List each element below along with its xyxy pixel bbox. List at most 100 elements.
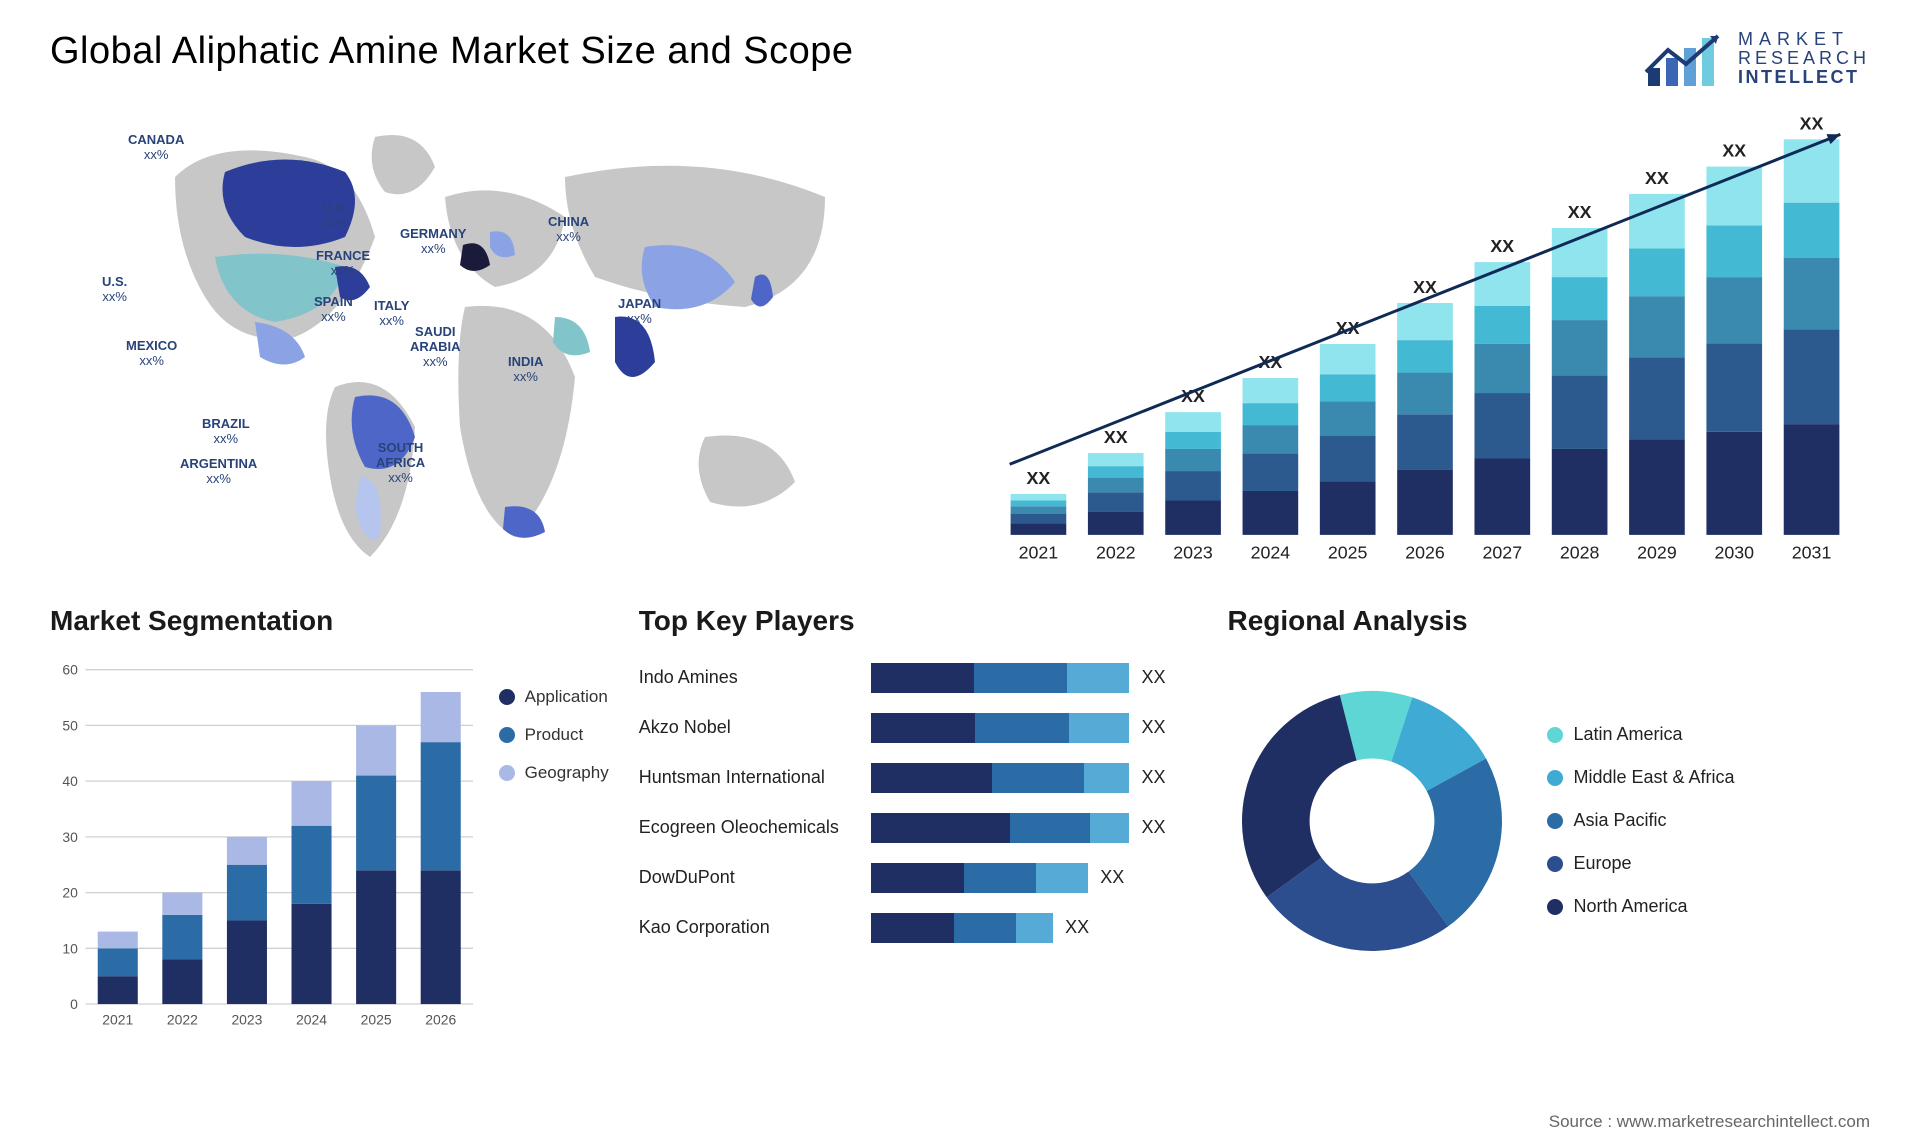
key-player-bar xyxy=(871,763,1130,793)
legend-item: Product xyxy=(499,725,609,745)
svg-text:XX: XX xyxy=(1645,168,1669,188)
legend-item: Latin America xyxy=(1547,724,1734,745)
legend-dot-icon xyxy=(1547,727,1563,743)
key-player-bar-segment xyxy=(1010,813,1090,843)
svg-text:2029: 2029 xyxy=(1637,542,1677,562)
svg-text:2022: 2022 xyxy=(1096,542,1136,562)
legend-label: Latin America xyxy=(1573,724,1682,745)
key-player-row: Indo AminesXX xyxy=(639,657,1178,699)
regional-legend: Latin America Middle East & Africa Asia Pa… xyxy=(1547,724,1734,917)
legend-item: Middle East & Africa xyxy=(1547,767,1734,788)
key-player-value: XX xyxy=(1141,767,1177,788)
svg-text:40: 40 xyxy=(62,773,78,789)
svg-text:50: 50 xyxy=(62,717,78,733)
svg-text:XX: XX xyxy=(1027,468,1051,488)
legend-item: Application xyxy=(499,687,609,707)
svg-text:2025: 2025 xyxy=(1328,542,1368,562)
legend-label: Application xyxy=(525,687,608,707)
key-player-bar xyxy=(871,913,1053,943)
logo-line-1: MARKET xyxy=(1738,30,1870,49)
key-player-bar-segment xyxy=(1016,913,1053,943)
legend-item: Europe xyxy=(1547,853,1734,874)
svg-text:20: 20 xyxy=(62,884,78,900)
segmentation-wrap: 0102030405060202120222023202420252026 Ap… xyxy=(50,657,609,1037)
growth-chart-panel: XX 2021 XX 2022 XX 2023 XX 2024 XX 2025 XX 2026 XX 20… xyxy=(980,117,1870,577)
key-player-bar-segment xyxy=(992,763,1083,793)
key-player-bar xyxy=(871,663,1130,693)
legend-label: Geography xyxy=(525,763,609,783)
svg-text:2025: 2025 xyxy=(361,1011,392,1027)
svg-text:2026: 2026 xyxy=(1405,542,1445,562)
svg-text:2021: 2021 xyxy=(1019,542,1059,562)
key-player-name: Indo Amines xyxy=(639,667,859,688)
svg-text:XX: XX xyxy=(1800,117,1824,133)
svg-text:2023: 2023 xyxy=(1173,542,1213,562)
svg-text:XX: XX xyxy=(1104,427,1128,447)
map-label: JAPANxx% xyxy=(618,297,661,327)
map-label: MEXICOxx% xyxy=(126,339,177,369)
key-player-bar-segment xyxy=(954,913,1016,943)
key-player-bar-segment xyxy=(871,813,1010,843)
key-player-bar xyxy=(871,863,1089,893)
key-player-name: DowDuPont xyxy=(639,867,859,888)
map-label: FRANCExx% xyxy=(316,249,370,279)
svg-text:0: 0 xyxy=(70,996,78,1012)
legend-item: Geography xyxy=(499,763,609,783)
key-player-row: Huntsman InternationalXX xyxy=(639,757,1178,799)
header: Global Aliphatic Amine Market Size and S… xyxy=(50,30,1870,87)
map-label: BRAZILxx% xyxy=(202,417,250,447)
map-label: ARGENTINAxx% xyxy=(180,457,257,487)
key-player-bar-segment xyxy=(871,863,964,893)
map-label: U.K.xx% xyxy=(322,201,348,231)
svg-text:60: 60 xyxy=(62,661,78,677)
legend-label: Middle East & Africa xyxy=(1573,767,1734,788)
segmentation-chart: 0102030405060202120222023202420252026 xyxy=(50,657,481,1037)
key-player-name: Kao Corporation xyxy=(639,917,859,938)
legend-dot-icon xyxy=(1547,813,1563,829)
page-title: Global Aliphatic Amine Market Size and S… xyxy=(50,30,854,73)
svg-text:XX: XX xyxy=(1490,236,1514,256)
regional-title: Regional Analysis xyxy=(1227,605,1870,637)
svg-text:30: 30 xyxy=(62,829,78,845)
key-player-name: Ecogreen Oleochemicals xyxy=(639,817,859,838)
svg-text:2028: 2028 xyxy=(1560,542,1600,562)
map-label: ITALYxx% xyxy=(374,299,409,329)
map-label: SPAINxx% xyxy=(314,295,353,325)
world-map xyxy=(50,117,940,577)
legend-label: North America xyxy=(1573,896,1687,917)
key-player-bar-segment xyxy=(1069,713,1130,743)
key-player-row: Akzo NobelXX xyxy=(639,707,1178,749)
map-label: CHINAxx% xyxy=(548,215,589,245)
key-player-value: XX xyxy=(1141,717,1177,738)
legend-label: Europe xyxy=(1573,853,1631,874)
key-player-bar-segment xyxy=(871,763,993,793)
key-player-bar-segment xyxy=(974,663,1067,693)
logo-line-2: RESEARCH xyxy=(1738,49,1870,68)
svg-text:2021: 2021 xyxy=(102,1011,133,1027)
svg-text:2024: 2024 xyxy=(1251,542,1291,562)
map-label: U.S.xx% xyxy=(102,275,127,305)
legend-dot-icon xyxy=(1547,899,1563,915)
key-player-bar-segment xyxy=(871,663,974,693)
key-player-row: Kao CorporationXX xyxy=(639,907,1178,949)
key-players-panel: Top Key Players Indo AminesXXAkzo NobelX… xyxy=(639,605,1198,985)
svg-text:2023: 2023 xyxy=(231,1011,262,1027)
svg-text:XX: XX xyxy=(1722,140,1746,160)
svg-text:10: 10 xyxy=(62,940,78,956)
svg-text:2022: 2022 xyxy=(167,1011,198,1027)
legend-dot-icon xyxy=(1547,770,1563,786)
legend-item: Asia Pacific xyxy=(1547,810,1734,831)
source-footer: Source : www.marketresearchintellect.com xyxy=(1549,1112,1870,1132)
svg-text:XX: XX xyxy=(1413,277,1437,297)
logo-icon xyxy=(1640,30,1726,86)
legend-item: North America xyxy=(1547,896,1734,917)
regional-donut xyxy=(1227,676,1517,966)
map-label: SAUDIARABIAxx% xyxy=(410,325,461,370)
svg-text:2030: 2030 xyxy=(1714,542,1754,562)
regional-wrap: Latin America Middle East & Africa Asia Pa… xyxy=(1227,657,1870,985)
key-player-bar-segment xyxy=(964,863,1037,893)
legend-label: Asia Pacific xyxy=(1573,810,1666,831)
key-player-bar-segment xyxy=(1090,813,1130,843)
growth-chart: XX 2021 XX 2022 XX 2023 XX 2024 XX 2025 XX 2026 XX 20… xyxy=(980,117,1870,577)
legend-dot-icon xyxy=(499,727,515,743)
